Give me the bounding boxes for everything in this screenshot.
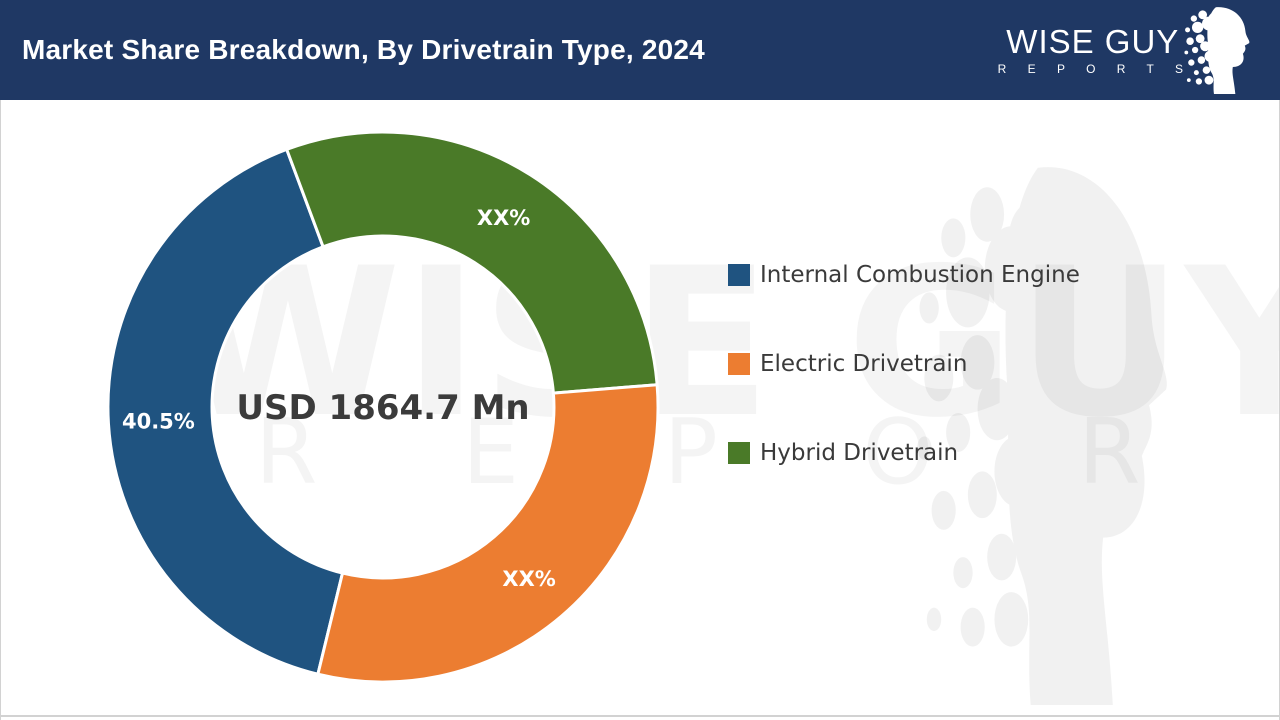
legend-swatch-electric — [728, 353, 750, 375]
segment-value-label-2: XX% — [477, 206, 530, 230]
legend-swatch-ice — [728, 264, 750, 286]
logo-subtext: R E P O R T S — [997, 61, 1192, 76]
legend-item-hybrid: Hybrid Drivetrain — [728, 438, 1080, 468]
segment-value-label-1: XX% — [502, 567, 555, 591]
logo-wordmark: WISE GUY — [1006, 22, 1180, 60]
header: Market Share Breakdown, By Drivetrain Ty… — [0, 0, 1280, 100]
donut-segment-1 — [316, 383, 660, 684]
legend-label-ice: Internal Combustion Engine — [760, 262, 1080, 288]
legend: Internal Combustion Engine Electric Driv… — [728, 260, 1080, 527]
page-title: Market Share Breakdown, By Drivetrain Ty… — [22, 34, 705, 65]
chart-center-value: USD 1864.7 Mn — [236, 388, 529, 428]
page-border-left — [0, 100, 1, 720]
segment-value-label-0: 40.5% — [122, 409, 195, 433]
legend-item-electric: Electric Drivetrain — [728, 349, 1080, 379]
legend-label-hybrid: Hybrid Drivetrain — [760, 440, 959, 466]
wiseguy-logo: WISE GUY R E P O R T S — [994, 6, 1262, 94]
legend-swatch-hybrid — [728, 442, 750, 464]
logo-text: WISE GUY R E P O R T S — [994, 25, 1192, 76]
donut-segment-2 — [285, 130, 659, 395]
page-border-bottom — [0, 715, 1280, 717]
logo-face-icon — [1184, 7, 1250, 94]
legend-label-electric: Electric Drivetrain — [760, 351, 968, 377]
donut-segment-0 — [106, 147, 344, 676]
legend-item-ice: Internal Combustion Engine — [728, 260, 1080, 290]
